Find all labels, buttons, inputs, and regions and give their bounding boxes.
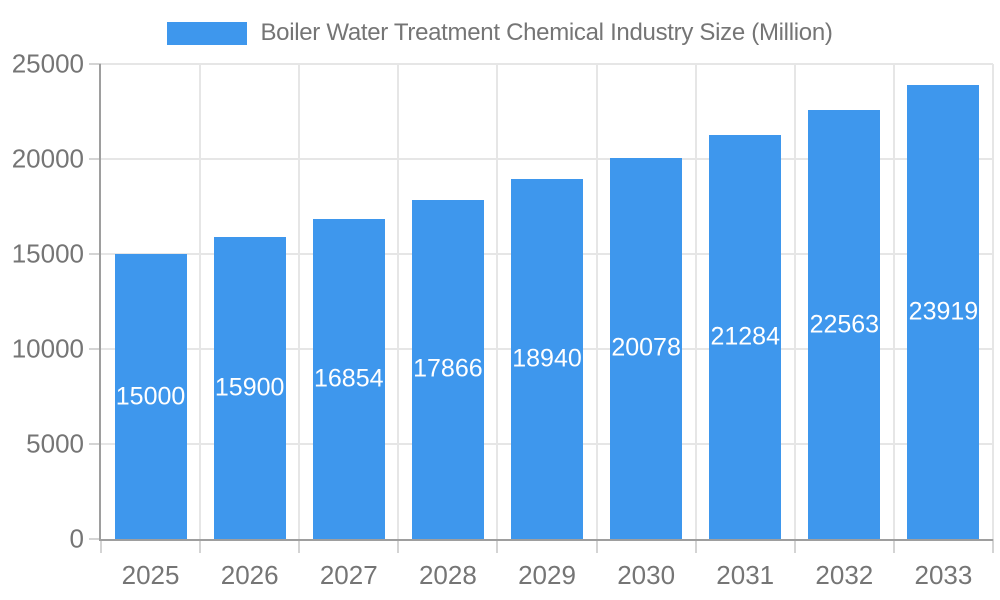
x-axis-line <box>99 539 993 541</box>
x-axis-tick-label: 2031 <box>716 560 775 590</box>
bar-value-label: 15000 <box>115 382 186 410</box>
x-axis-tick-label: 2028 <box>418 560 477 590</box>
y-axis-tick <box>89 443 101 445</box>
bar-value-label: 22563 <box>809 310 880 339</box>
y-axis-tick <box>89 63 101 65</box>
bar-value-label: 23919 <box>908 297 979 326</box>
x-axis-tick-label: 2033 <box>914 560 973 590</box>
y-axis-tick-label: 10000 <box>11 333 84 364</box>
x-axis-tick-label: 2029 <box>518 560 576 590</box>
bar-value-label: 20078 <box>611 333 681 362</box>
bar-value-label: 16854 <box>314 364 384 393</box>
bar-2033[interactable] <box>907 84 980 539</box>
bar-value-label: 17866 <box>413 354 483 383</box>
x-axis-tick <box>100 539 102 553</box>
x-axis-tick <box>397 539 400 553</box>
bar-2031[interactable] <box>709 134 782 539</box>
vertical-gridline <box>793 64 796 539</box>
bar-2026[interactable] <box>213 236 286 539</box>
y-axis-tick <box>89 253 101 255</box>
bar-2027[interactable] <box>312 218 385 539</box>
y-axis-tick <box>89 158 101 160</box>
x-axis-tick-label: 2025 <box>121 560 180 590</box>
y-axis-tick-label: 20000 <box>11 143 84 174</box>
y-axis-tick-label: 0 <box>69 523 84 554</box>
bar-2028[interactable] <box>411 199 484 539</box>
x-axis-tick <box>892 539 895 553</box>
vertical-gridline <box>199 64 202 539</box>
x-axis-tick-label: 2026 <box>220 560 279 590</box>
legend: Boiler Water Treatment Chemical Industry… <box>0 19 1000 47</box>
x-axis-tick-label: 2027 <box>319 560 378 590</box>
x-axis-tick-label: 2032 <box>815 560 874 590</box>
vertical-gridline <box>992 64 994 539</box>
bar-2032[interactable] <box>808 110 881 539</box>
plot-area: 0 5000 10000 15000 20000 25000 15000 2025 15900 2… <box>12 49 994 590</box>
y-axis-tick-label: 15000 <box>11 238 84 269</box>
bar-value-label: 18940 <box>512 344 582 373</box>
x-axis-tick <box>496 539 499 553</box>
bar-value-label: 15900 <box>214 373 285 402</box>
horizontal-gridline <box>101 158 993 160</box>
vertical-gridline <box>496 64 499 539</box>
x-axis-tick <box>298 539 301 553</box>
x-axis-tick <box>694 539 697 553</box>
bar-2029[interactable] <box>511 179 583 539</box>
x-axis-tick <box>992 539 994 553</box>
y-axis-tick <box>89 348 101 350</box>
legend-label: Boiler Water Treatment Chemical Industry… <box>260 19 833 46</box>
vertical-gridline <box>694 64 697 539</box>
y-axis-line <box>99 64 101 541</box>
x-axis-tick-label: 2030 <box>617 560 676 590</box>
x-axis-tick <box>793 539 796 553</box>
legend-swatch[interactable] <box>167 21 248 45</box>
x-axis-tick <box>595 539 598 553</box>
vertical-gridline <box>892 64 895 539</box>
vertical-gridline <box>397 64 400 539</box>
vertical-gridline <box>595 64 598 539</box>
vertical-gridline <box>298 64 301 539</box>
bar-2025[interactable] <box>114 254 187 539</box>
x-axis-tick <box>199 539 202 553</box>
y-axis-tick <box>89 538 101 540</box>
bar-value-label: 21284 <box>710 322 780 351</box>
horizontal-gridline <box>101 63 993 65</box>
bar-2030[interactable] <box>610 157 683 539</box>
y-axis-tick-label: 25000 <box>11 48 84 79</box>
y-axis-tick-label: 5000 <box>26 428 84 459</box>
